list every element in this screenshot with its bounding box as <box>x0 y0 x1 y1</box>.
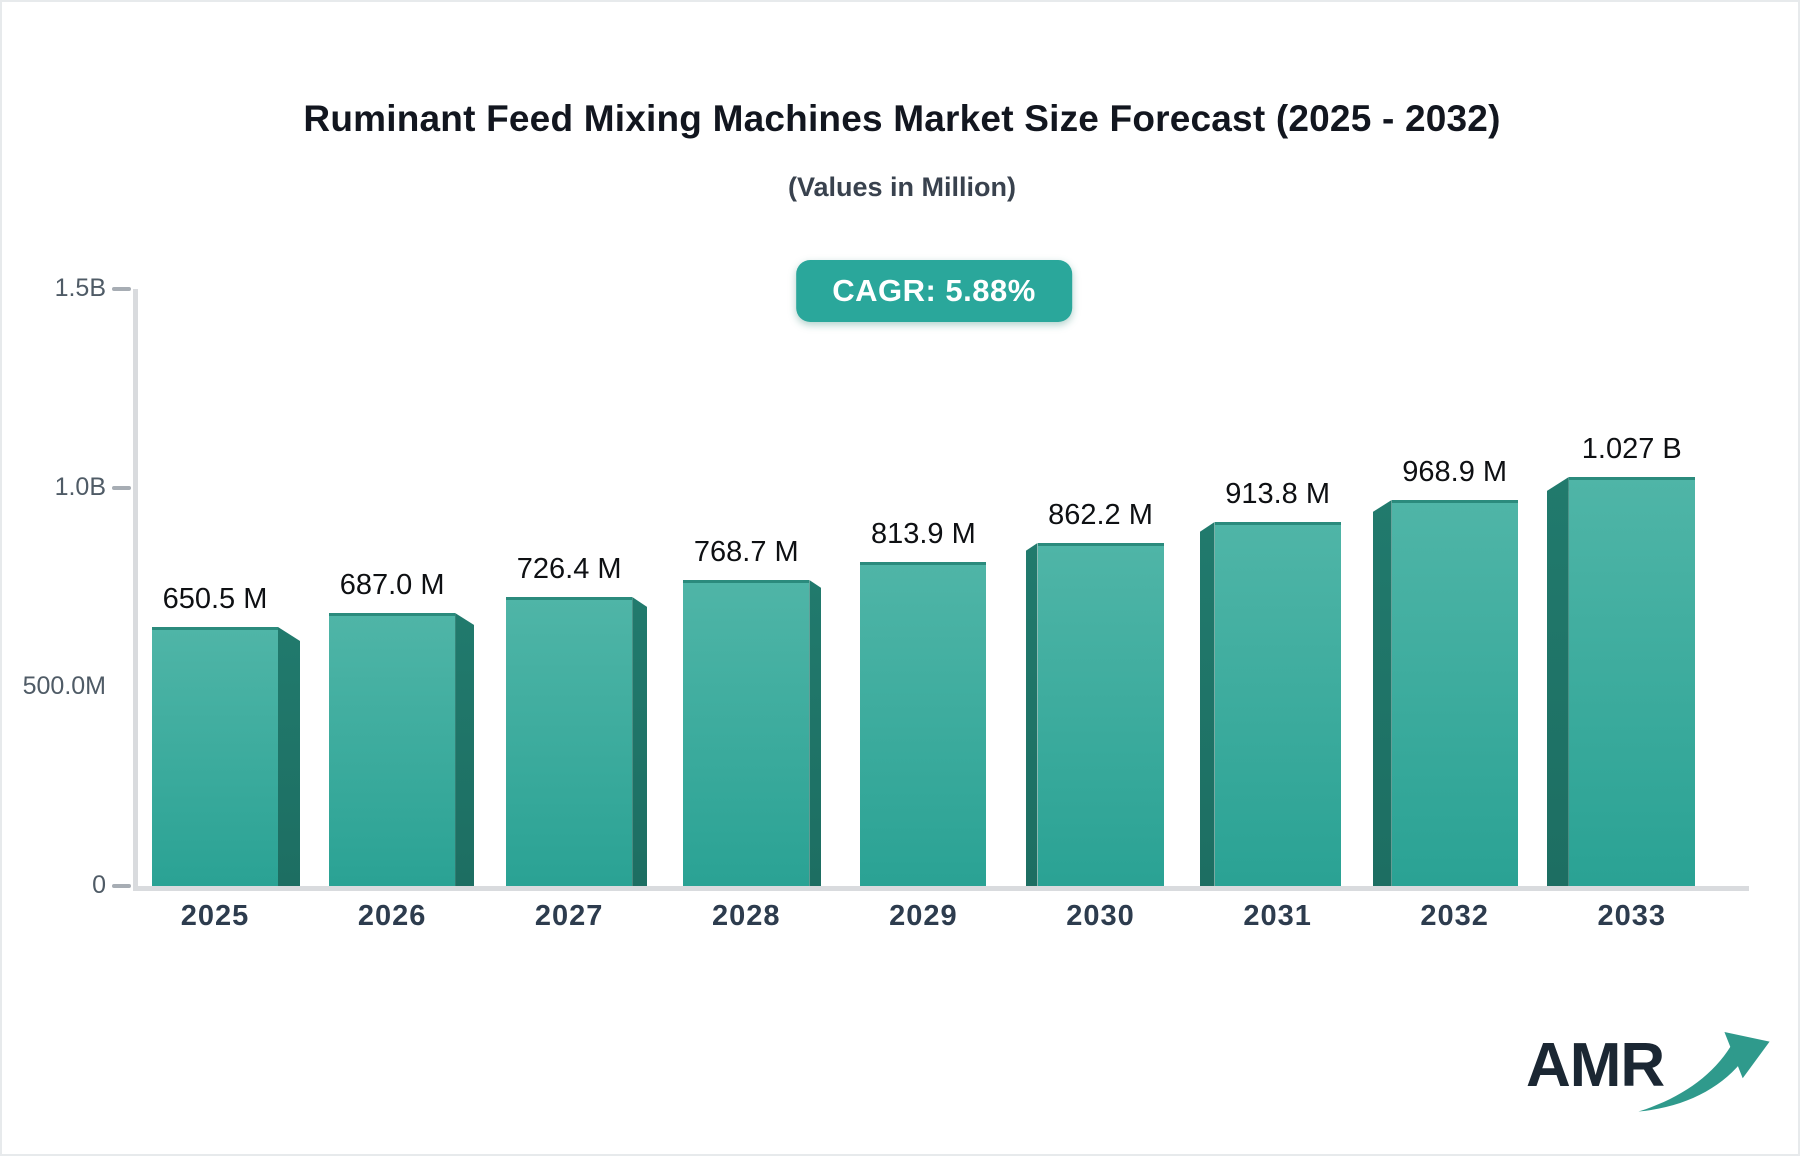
bar-2029 <box>860 562 987 886</box>
chart-title: Ruminant Feed Mixing Machines Market Siz… <box>303 98 1501 139</box>
bar-2033 <box>1568 477 1695 886</box>
x-category-label: 2030 <box>1066 900 1135 932</box>
chart-subtitle: (Values in Million) <box>787 172 1017 202</box>
bar-2028 <box>683 580 810 886</box>
x-category-label: 2026 <box>357 900 427 932</box>
cagr-badge: CAGR: 5.88% <box>796 260 1072 322</box>
x-axis-line <box>133 886 1749 891</box>
bar-side-2031 <box>1199 522 1215 886</box>
bar-value-label: 768.7 M <box>693 536 799 568</box>
y-tick-dash <box>112 486 131 490</box>
x-category-label: 2032 <box>1420 900 1489 932</box>
bar-2031 <box>1214 522 1341 886</box>
bar-value-label: 968.9 M <box>1402 456 1508 488</box>
y-tick-label: 1.5B <box>54 274 106 302</box>
bar-side-2030 <box>1025 543 1038 886</box>
bar-2025 <box>152 627 278 886</box>
x-category-label: 2031 <box>1243 900 1312 932</box>
x-category-label: 2025 <box>180 900 250 932</box>
bar-value-label: 650.5 M <box>162 583 268 615</box>
amr-arrow-icon <box>1638 1032 1770 1112</box>
bar-side-2026 <box>455 613 475 886</box>
y-tick-dash <box>112 884 131 888</box>
bar-2026 <box>329 613 456 886</box>
y-tick-label: 0 <box>92 871 106 899</box>
bar-value-label: 913.8 M <box>1225 478 1330 510</box>
bar-value-label: 813.9 M <box>870 518 976 550</box>
x-category-label: 2029 <box>889 900 958 932</box>
bar-side-2028 <box>809 580 822 886</box>
bar-side-2027 <box>632 597 648 886</box>
y-axis-line <box>133 289 138 887</box>
bar-value-label: 726.4 M <box>516 553 622 585</box>
bar-side-2033 <box>1546 477 1569 886</box>
bar-2030 <box>1037 543 1164 886</box>
bar-2032 <box>1391 500 1518 886</box>
x-category-label: 2033 <box>1597 900 1667 932</box>
amr-logo-text: AMR <box>1526 1031 1665 1100</box>
x-category-label: 2027 <box>534 900 604 932</box>
y-tick-label: 1.0B <box>54 473 106 501</box>
y-tick-dash <box>112 287 131 291</box>
bar-value-label: 862.2 M <box>1048 499 1153 531</box>
bar-side-2032 <box>1372 500 1392 886</box>
bar-value-label: 1.027 B <box>1581 433 1682 465</box>
bar-2027 <box>506 597 633 886</box>
bar-side-2025 <box>278 627 300 886</box>
x-category-label: 2028 <box>712 900 781 932</box>
y-tick-label: 500.0M <box>22 672 106 700</box>
amr-logo: AMR <box>1526 1030 1770 1130</box>
bar-value-label: 687.0 M <box>339 569 445 601</box>
